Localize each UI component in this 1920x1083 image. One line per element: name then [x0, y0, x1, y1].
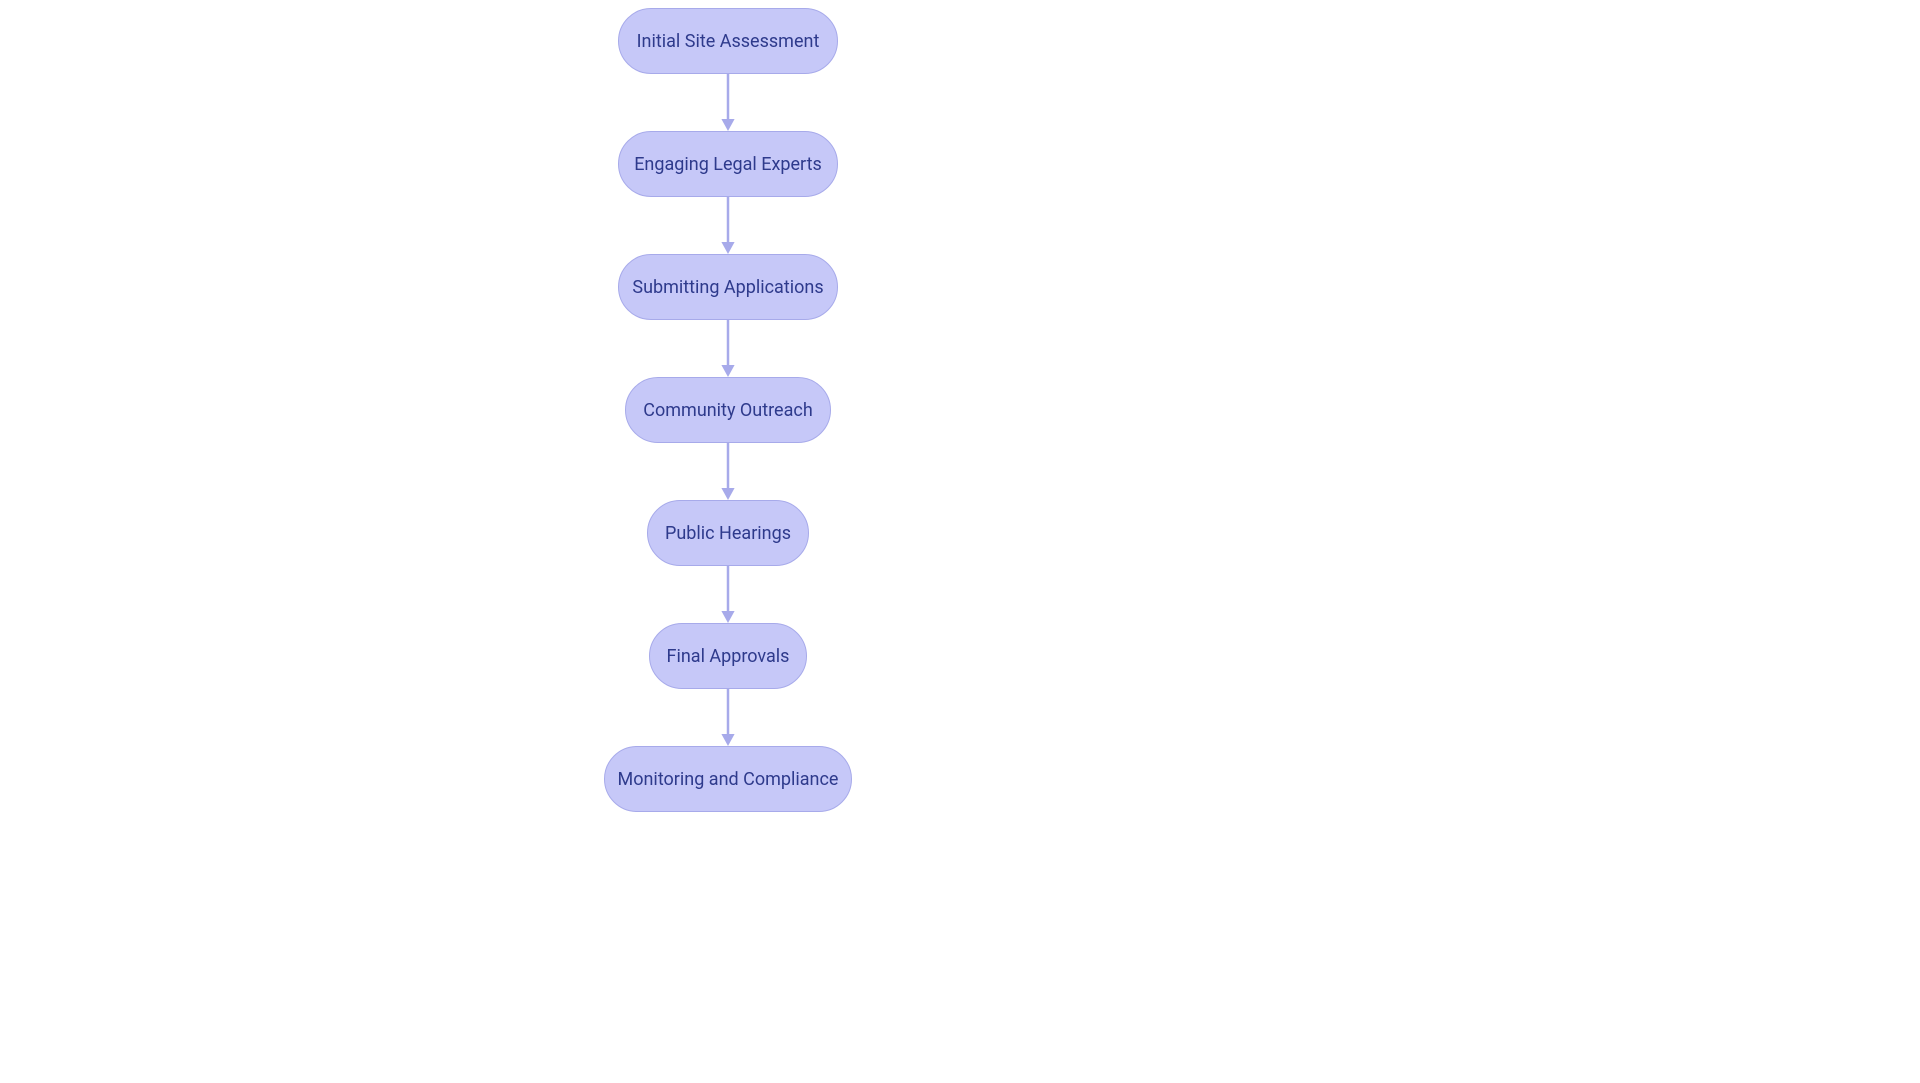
flow-node-label: Engaging Legal Experts [634, 154, 822, 175]
flow-arrow [716, 320, 740, 377]
flow-node-n3: Community Outreach [625, 377, 831, 443]
flow-node-n4: Public Hearings [647, 500, 809, 566]
flow-arrow [716, 566, 740, 623]
flow-node-label: Final Approvals [667, 646, 790, 667]
flowchart-container: Initial Site Assessment Engaging Legal Ex… [0, 0, 1920, 1083]
flow-node-n2: Submitting Applications [618, 254, 838, 320]
flow-node-label: Submitting Applications [632, 277, 823, 298]
flow-node-n0: Initial Site Assessment [618, 8, 838, 74]
flow-node-n5: Final Approvals [649, 623, 807, 689]
flow-node-n6: Monitoring and Compliance [604, 746, 852, 812]
flow-node-label: Public Hearings [665, 523, 791, 544]
flow-node-label: Monitoring and Compliance [618, 769, 839, 790]
flow-node-n1: Engaging Legal Experts [618, 131, 838, 197]
flow-arrow [716, 443, 740, 500]
flow-node-label: Community Outreach [643, 400, 812, 421]
flow-arrow [716, 74, 740, 131]
flow-arrow [716, 689, 740, 746]
flow-arrow [716, 197, 740, 254]
flow-node-label: Initial Site Assessment [637, 31, 820, 52]
